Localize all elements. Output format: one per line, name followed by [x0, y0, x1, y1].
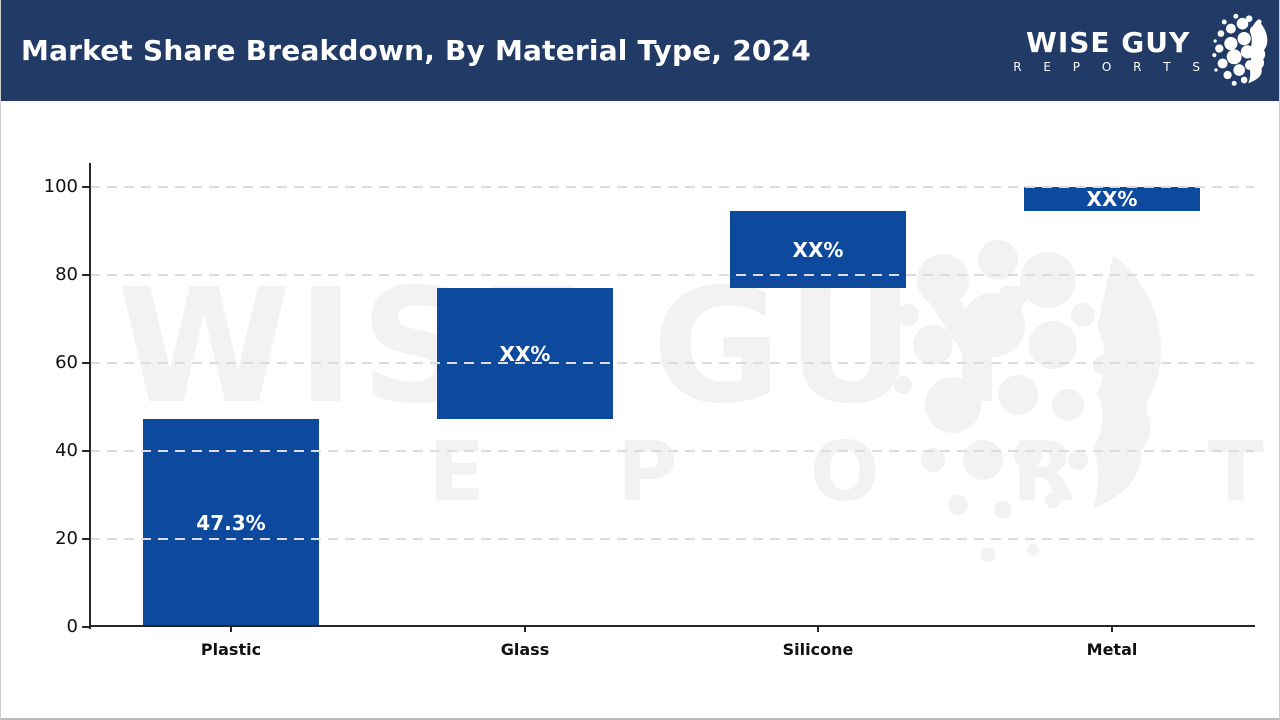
x-tick-mark-silicone — [817, 627, 819, 632]
x-axis-line — [89, 625, 1255, 627]
bar-value-label-silicone: XX% — [792, 237, 844, 262]
y-axis-line — [89, 163, 91, 629]
brand-logo-text: WISE GUY R E P O R T S — [1007, 26, 1209, 74]
y-tick-label-20: 20 — [55, 528, 78, 549]
y-tick-label-0: 0 — [66, 616, 78, 637]
x-tick-label-silicone: Silicone — [782, 640, 854, 659]
gridline-60 — [90, 362, 1254, 364]
x-tick-mark-metal — [1111, 627, 1113, 632]
x-tick-label-metal: Metal — [1086, 640, 1138, 659]
x-tick-label-glass: Glass — [500, 640, 550, 659]
bar-plastic — [143, 418, 319, 627]
y-tick-label-60: 60 — [55, 352, 78, 373]
y-tick-mark-20 — [82, 538, 90, 540]
y-tick-label-40: 40 — [55, 440, 78, 461]
x-tick-mark-glass — [524, 627, 526, 632]
y-tick-mark-60 — [82, 362, 90, 364]
logo-face-icon — [1212, 13, 1268, 86]
bar-glass — [437, 288, 613, 419]
y-tick-mark-100 — [82, 186, 90, 188]
header-bar: Market Share Breakdown, By Material Type… — [1, 0, 1279, 101]
gridline-40 — [90, 450, 1254, 452]
logo-wordmark: WISE GUY — [1025, 26, 1191, 59]
brand-logo: WISE GUY R E P O R T S — [1007, 4, 1269, 98]
logo-subtext: R E P O R T S — [1013, 60, 1209, 74]
chart-title: Market Share Breakdown, By Material Type… — [21, 34, 811, 67]
y-tick-mark-40 — [82, 450, 90, 452]
bar-value-label-plastic: 47.3% — [196, 510, 266, 535]
y-tick-label-100: 100 — [43, 176, 78, 197]
x-tick-mark-plastic — [230, 627, 232, 632]
gridline-20 — [90, 538, 1254, 540]
gridline-80 — [90, 274, 1254, 276]
y-tick-mark-0 — [82, 626, 90, 628]
bar-metal — [1024, 187, 1200, 212]
x-tick-label-plastic: Plastic — [200, 640, 262, 659]
watermark-face-icon — [894, 240, 1161, 562]
gridline-100 — [90, 186, 1254, 188]
bar-value-label-glass: XX% — [499, 341, 551, 366]
y-tick-mark-80 — [82, 274, 90, 276]
y-tick-label-80: 80 — [55, 264, 78, 285]
bar-value-label-metal: XX% — [1086, 187, 1138, 212]
